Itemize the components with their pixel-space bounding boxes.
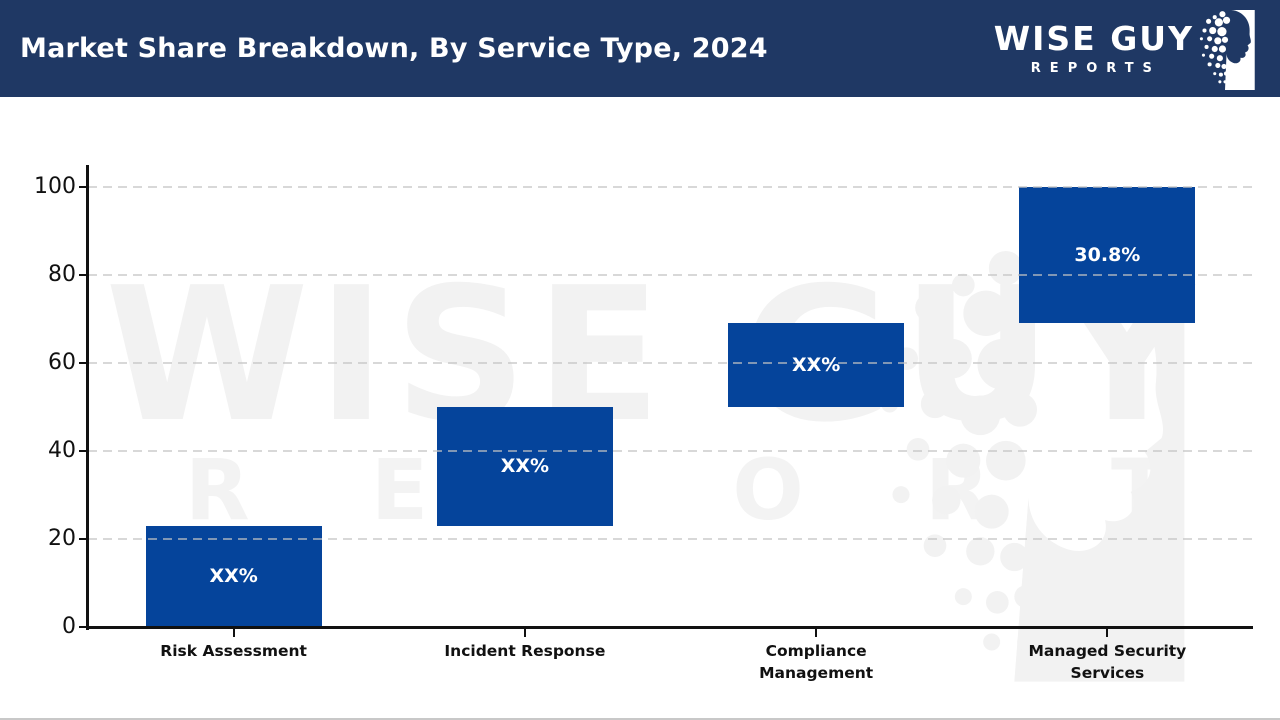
x-tick-4 xyxy=(1106,628,1109,637)
x-axis-label-4: Managed Security Services xyxy=(1028,642,1187,682)
x-axis-line xyxy=(86,626,1253,629)
y-tick-100 xyxy=(79,186,88,188)
gridline-80 xyxy=(88,274,1253,276)
y-tick-label-80: 80 xyxy=(48,262,76,287)
y-tick-20 xyxy=(79,538,88,540)
logo-wordmark: WISE GUY REPORTS xyxy=(994,22,1194,76)
y-tick-label-0: 0 xyxy=(62,614,76,639)
logo-wordmark-line2: REPORTS xyxy=(1030,61,1161,76)
x-tick-3 xyxy=(815,628,818,637)
y-tick-label-20: 20 xyxy=(48,526,76,551)
x-axis-label-2: Incident Response xyxy=(444,642,606,660)
bar-3 xyxy=(728,322,905,407)
y-axis-line xyxy=(86,165,89,630)
y-tick-80 xyxy=(79,274,88,276)
bar-value-label-3: XX% xyxy=(791,353,841,376)
bar-value-label-4: 30.8% xyxy=(1074,243,1141,266)
x-axis-label-1: Risk Assessment xyxy=(160,642,307,660)
logo-wordmark-line1: WISE GUY xyxy=(993,19,1194,58)
wise-guy-logo: WISE GUY REPORTS xyxy=(994,8,1262,90)
bar-value-label-2: XX% xyxy=(500,455,550,478)
gridline-100 xyxy=(88,186,1253,188)
x-tick-1 xyxy=(232,628,235,637)
gridline-40 xyxy=(88,450,1253,452)
watermark-reports-text: R E P O R T S xyxy=(185,441,1280,539)
gridline-20 xyxy=(88,538,1253,540)
dotted-head-profile-icon xyxy=(1199,10,1255,90)
y-tick-label-40: 40 xyxy=(48,438,76,463)
bar-value-label-1: XX% xyxy=(209,565,258,588)
y-tick-label-100: 100 xyxy=(34,174,76,199)
x-axis-label-3: Compliance Management xyxy=(759,642,874,682)
bar-1 xyxy=(145,525,322,627)
y-tick-60 xyxy=(79,362,88,364)
header-bar: Market Share Breakdown, By Service Type,… xyxy=(0,0,1280,97)
market-share-chart: 0 20 40 60 80 100 XX% Risk Assessment XX% Inciden… xyxy=(0,97,1280,718)
y-tick-0 xyxy=(79,626,88,628)
page-title: Market Share Breakdown, By Service Type,… xyxy=(20,33,768,64)
bar-2 xyxy=(436,407,613,526)
x-tick-2 xyxy=(523,628,526,637)
y-tick-label-60: 60 xyxy=(48,350,76,375)
gridline-60 xyxy=(88,362,1253,364)
bar-4 xyxy=(1019,187,1196,323)
y-tick-40 xyxy=(79,450,88,452)
